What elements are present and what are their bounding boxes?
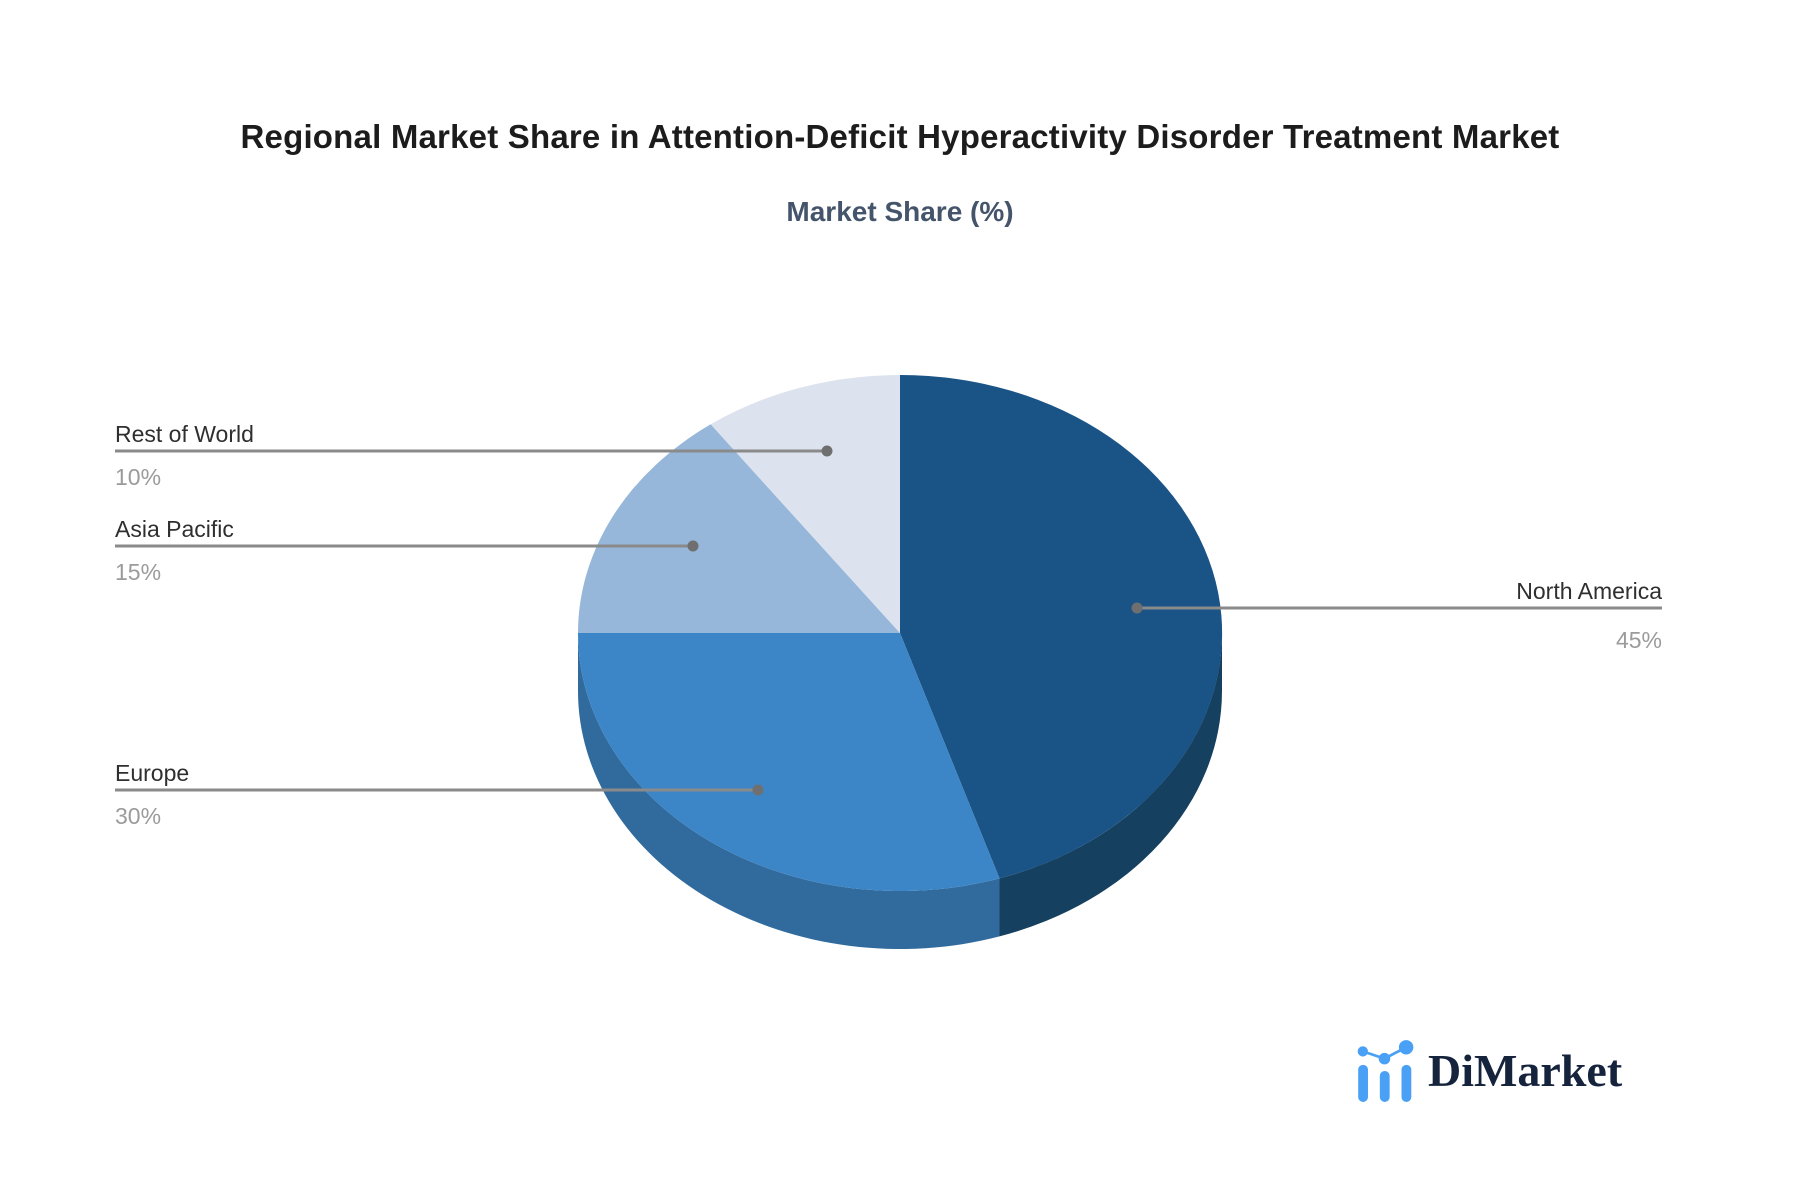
slice-label: North America xyxy=(1516,578,1662,604)
callout-north-america: North America 45% xyxy=(1131,578,1662,653)
pie-3d-sides xyxy=(578,633,1222,950)
callout-asia-pacific: Asia Pacific 15% xyxy=(115,516,699,585)
bar-line-chart-icon xyxy=(1357,1040,1414,1102)
chart-title: Regional Market Share in Attention-Defic… xyxy=(240,118,1560,155)
pie-slice-europe[interactable] xyxy=(578,633,1000,892)
callout-europe: Europe 30% xyxy=(115,760,764,829)
brand-logo: DiMarket xyxy=(1354,1038,1622,1104)
slice-label: Rest of World xyxy=(115,421,254,447)
pie-side-europe xyxy=(578,633,1000,950)
leader-dot xyxy=(687,540,699,552)
slice-percent: 15% xyxy=(115,559,161,585)
leader-dot xyxy=(752,784,764,796)
chart-subtitle: Market Share (%) xyxy=(786,196,1014,227)
pie-slice-north-america[interactable] xyxy=(900,375,1223,879)
logo-text: DiMarket xyxy=(1428,1045,1623,1096)
pie-slice-asia-pacific[interactable] xyxy=(578,424,900,633)
slice-percent: 10% xyxy=(115,464,161,490)
leader-dot xyxy=(821,445,833,457)
pie-slices xyxy=(578,375,1223,892)
leader-dot xyxy=(1131,602,1143,614)
slice-label: Europe xyxy=(115,760,189,786)
slice-percent: 45% xyxy=(1616,627,1662,653)
slice-percent: 30% xyxy=(115,803,161,829)
pie-slice-rest-of-world[interactable] xyxy=(710,375,900,633)
pie-side-north-america xyxy=(999,633,1222,937)
slice-label: Asia Pacific xyxy=(115,516,234,542)
callout-rest-of-world: Rest of World 10% xyxy=(115,421,833,490)
